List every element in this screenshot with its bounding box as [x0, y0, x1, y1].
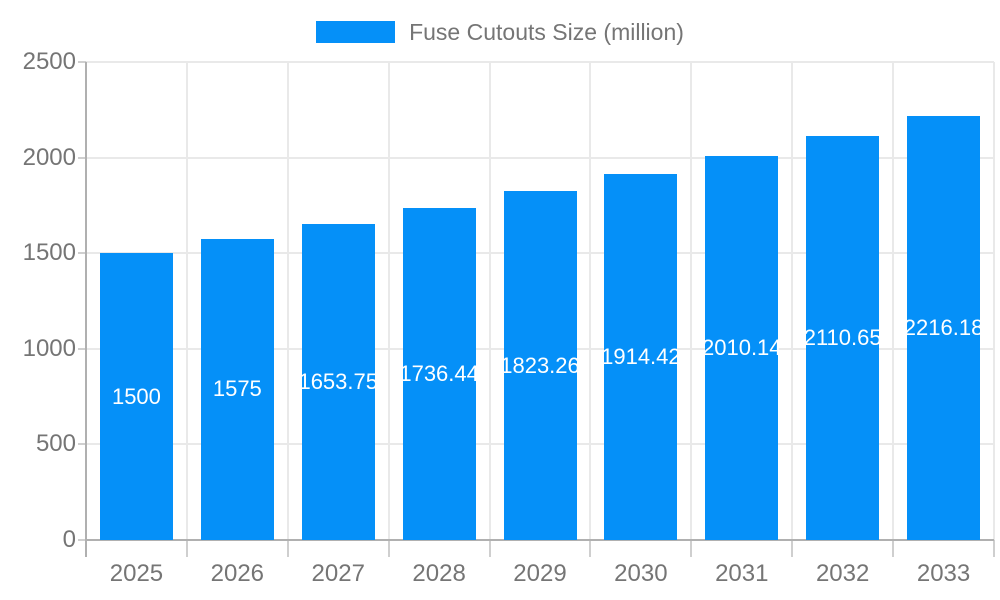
bar-value-label: 1736.44	[399, 360, 479, 386]
x-axis-tick	[892, 540, 895, 557]
x-axis-label: 2029	[513, 560, 567, 587]
gridline-vertical	[993, 62, 995, 540]
gridline-vertical	[185, 62, 188, 540]
y-axis-tick	[78, 156, 86, 159]
bar[interactable]	[705, 155, 779, 540]
gridline-vertical	[791, 62, 794, 540]
bar-value-label: 1823.26	[500, 352, 580, 378]
bar-value-label: 1653.75	[298, 368, 378, 394]
x-axis-tick	[488, 540, 491, 557]
x-axis-label: 2030	[614, 560, 668, 587]
bar[interactable]	[200, 238, 274, 540]
x-axis-tick	[286, 540, 289, 557]
x-axis-label: 2031	[715, 560, 769, 587]
bar[interactable]	[503, 191, 577, 540]
y-axis-tick	[78, 443, 86, 446]
x-axis-tick	[791, 540, 794, 557]
legend-swatch	[316, 21, 396, 43]
gridline-vertical	[286, 62, 289, 540]
x-axis-label: 2033	[916, 560, 971, 587]
y-axis-tick	[78, 61, 86, 63]
bar[interactable]	[99, 253, 173, 540]
bar-value-label: 2216.18	[903, 315, 984, 341]
x-axis-label: 2025	[109, 560, 164, 587]
x-axis-label: 2028	[412, 560, 466, 587]
y-axis-tick	[78, 252, 86, 255]
gridline-vertical	[892, 62, 895, 540]
x-axis-label: 2027	[311, 560, 365, 587]
y-axis-tick	[78, 539, 86, 541]
bar[interactable]	[301, 223, 375, 540]
gridline-vertical	[690, 62, 693, 540]
bar[interactable]	[907, 116, 981, 540]
bar[interactable]	[806, 136, 880, 540]
y-axis-tick	[78, 347, 86, 350]
bar[interactable]	[402, 207, 476, 540]
x-axis-tick	[387, 540, 390, 557]
x-axis-tick	[185, 540, 188, 557]
gridline-horizontal	[86, 61, 994, 63]
y-axis-line	[85, 62, 87, 557]
y-axis-label: 1500	[22, 239, 76, 267]
bar-value-label: 2010.14	[702, 334, 782, 360]
y-axis-label: 500	[35, 430, 76, 458]
gridline-vertical	[589, 62, 592, 540]
legend[interactable]: Fuse Cutouts Size (million)	[0, 17, 1000, 47]
legend-label: Fuse Cutouts Size (million)	[409, 19, 684, 45]
x-axis-tick	[690, 540, 693, 557]
bar-value-label: 1914.42	[601, 343, 681, 369]
bar-value-label: 2110.65	[803, 325, 882, 351]
x-axis-label: 2026	[210, 560, 265, 587]
x-axis-label: 2032	[815, 560, 870, 587]
bar[interactable]	[604, 173, 678, 540]
x-axis-tick	[589, 540, 592, 557]
gridline-vertical	[488, 62, 491, 540]
y-axis-label: 2500	[22, 48, 76, 75]
x-axis-line	[86, 539, 994, 541]
y-axis-label: 2000	[22, 143, 76, 171]
x-axis-tick	[993, 540, 995, 557]
gridline-horizontal	[86, 156, 994, 159]
bar-value-label: 1500	[111, 383, 161, 409]
gridline-vertical	[387, 62, 390, 540]
y-axis-label: 0	[62, 526, 76, 553]
bar-value-label: 1575	[212, 376, 262, 402]
y-axis-label: 1000	[22, 334, 76, 362]
